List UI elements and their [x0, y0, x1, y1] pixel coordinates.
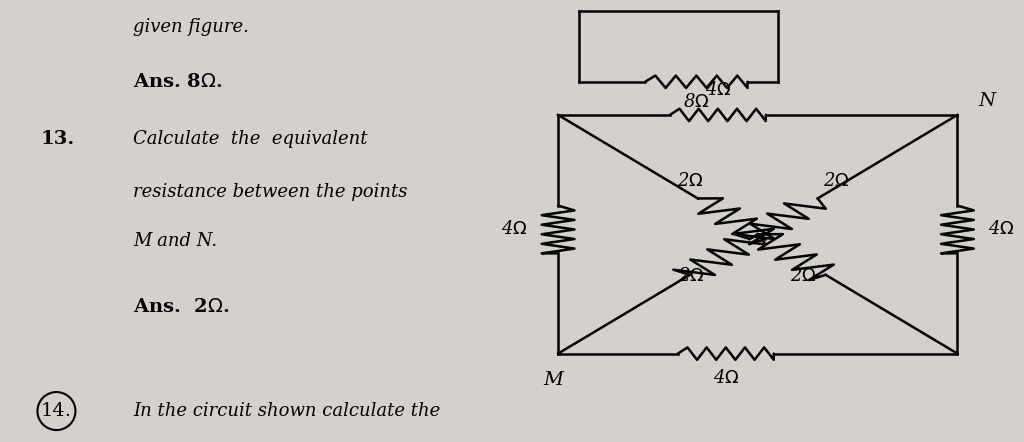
Text: 4$\Omega$: 4$\Omega$ [705, 81, 731, 99]
Text: 4$\Omega$: 4$\Omega$ [988, 221, 1015, 239]
Text: 2$\Omega$: 2$\Omega$ [677, 172, 703, 190]
Text: Ans. 8$\Omega$.: Ans. 8$\Omega$. [133, 73, 223, 91]
Text: 2$\Omega$: 2$\Omega$ [791, 267, 817, 285]
Text: 13.: 13. [41, 130, 75, 148]
Text: 14.: 14. [41, 402, 72, 420]
Text: resistance between the points: resistance between the points [133, 183, 408, 201]
Text: 4$\Omega$: 4$\Omega$ [501, 221, 527, 239]
Text: 4$\Omega$: 4$\Omega$ [713, 369, 739, 387]
Text: given figure.: given figure. [133, 18, 249, 35]
Text: Ans.  2$\Omega$.: Ans. 2$\Omega$. [133, 298, 229, 316]
Text: N: N [978, 92, 995, 110]
Text: 2$\Omega$: 2$\Omega$ [822, 172, 849, 190]
Text: 2$\Omega$: 2$\Omega$ [679, 267, 705, 285]
Text: M: M [543, 371, 563, 389]
Text: M and N.: M and N. [133, 232, 217, 250]
Text: 8$\Omega$: 8$\Omega$ [683, 93, 710, 111]
Text: Calculate  the  equivalent: Calculate the equivalent [133, 130, 368, 148]
Text: In the circuit shown calculate the: In the circuit shown calculate the [133, 402, 440, 420]
